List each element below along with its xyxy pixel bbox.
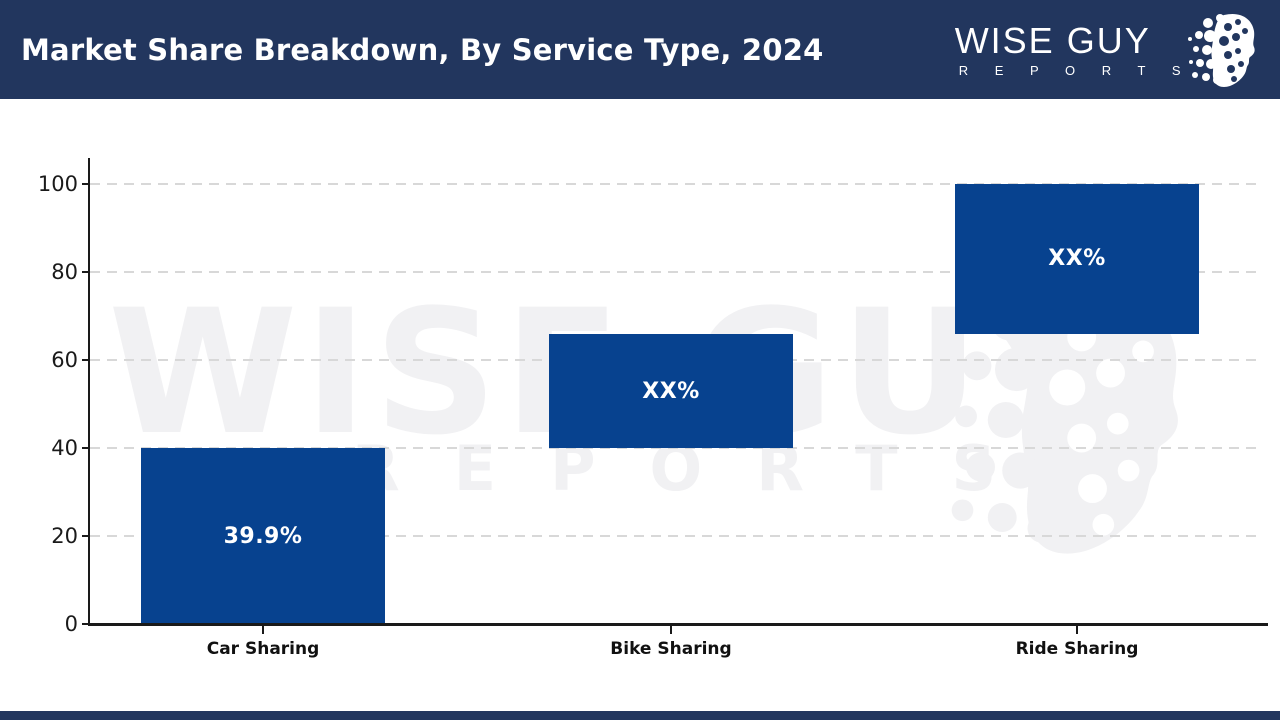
y-tick-label-20: 20 bbox=[51, 524, 78, 548]
category-label-car-sharing: Car Sharing bbox=[206, 639, 320, 659]
category-label-ride-sharing: Ride Sharing bbox=[1015, 639, 1139, 659]
x-tick-mark-3 bbox=[1076, 626, 1078, 634]
y-tick-mark-40 bbox=[82, 447, 88, 449]
logo-wiseguy-text: WISE GUY bbox=[954, 19, 1151, 61]
x-tick-mark-2 bbox=[670, 626, 672, 634]
y-tick-mark-20 bbox=[82, 535, 88, 537]
bar-car-sharing: 39.9% bbox=[141, 448, 385, 624]
y-tick-label-40: 40 bbox=[51, 436, 78, 460]
y-tick-mark-60 bbox=[82, 359, 88, 361]
y-tick-label-0: 0 bbox=[64, 612, 78, 636]
y-tick-label-80: 80 bbox=[51, 260, 78, 284]
logo: WISE GUY R E P O R T S bbox=[955, 9, 1280, 91]
bar-bike-sharing: XX% bbox=[549, 333, 793, 449]
y-tick-label-100: 100 bbox=[37, 172, 78, 196]
y-tick-label-60: 60 bbox=[51, 348, 78, 372]
gridline-20 bbox=[90, 535, 1262, 537]
x-axis-line bbox=[88, 623, 1268, 626]
y-tick-mark-100 bbox=[82, 183, 88, 185]
gridline-80 bbox=[90, 271, 1262, 273]
y-axis-line bbox=[88, 158, 90, 625]
logo-reports-text: R E P O R T S bbox=[958, 62, 1192, 78]
bar-value-label: 39.9% bbox=[223, 523, 303, 549]
bar-ride-sharing: XX% bbox=[955, 184, 1199, 334]
y-tick-mark-80 bbox=[82, 271, 88, 273]
bar-value-label: XX% bbox=[642, 378, 700, 404]
logo-text: WISE GUY R E P O R T S bbox=[954, 19, 1192, 78]
header-bar: Market Share Breakdown, By Service Type,… bbox=[0, 0, 1280, 99]
bar-value-label: XX% bbox=[1048, 246, 1106, 272]
page-title: Market Share Breakdown, By Service Type,… bbox=[21, 32, 824, 67]
category-label-bike-sharing: Bike Sharing bbox=[610, 639, 732, 659]
x-tick-mark-1 bbox=[262, 626, 264, 634]
gridline-100 bbox=[90, 183, 1262, 185]
logo-head-icon bbox=[1188, 13, 1255, 87]
footer-bar bbox=[0, 711, 1280, 720]
y-tick-mark-0 bbox=[82, 623, 88, 625]
